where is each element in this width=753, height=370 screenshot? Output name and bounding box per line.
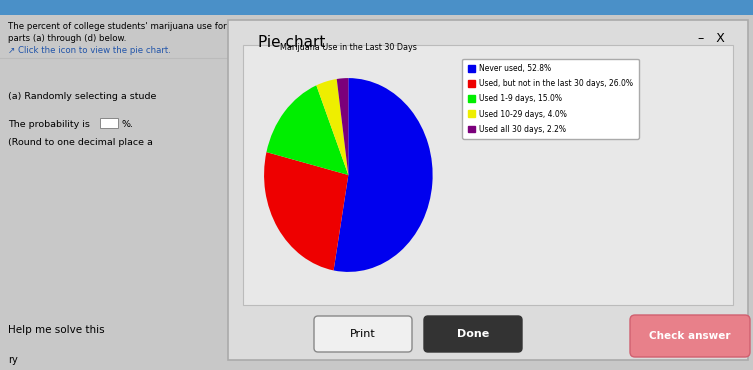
Text: ↗: ↗	[704, 173, 716, 187]
Text: ↗ Click the icon to view the pie chart.: ↗ Click the icon to view the pie chart.	[8, 46, 171, 55]
Wedge shape	[316, 79, 349, 175]
FancyBboxPatch shape	[228, 20, 748, 360]
Bar	[100, 118, 118, 128]
Bar	[0, 0, 753, 15]
Wedge shape	[334, 78, 433, 272]
FancyBboxPatch shape	[630, 315, 750, 357]
Bar	[243, 45, 733, 305]
FancyBboxPatch shape	[314, 316, 412, 352]
Text: (Round to one decimal place a: (Round to one decimal place a	[8, 138, 153, 147]
Text: %.: %.	[122, 120, 134, 129]
Text: –   X: – X	[698, 32, 725, 45]
Wedge shape	[264, 152, 349, 270]
Wedge shape	[337, 78, 349, 175]
Text: Help me solve this: Help me solve this	[8, 325, 105, 335]
Text: Done: Done	[457, 329, 489, 339]
Wedge shape	[267, 85, 349, 175]
Text: parts (a) through (d) below.: parts (a) through (d) below.	[8, 34, 127, 43]
Text: ry: ry	[8, 355, 18, 365]
Text: Pie chart: Pie chart	[258, 35, 325, 50]
Text: The percent of college students' marijuana use for a sample of 95,112 students i: The percent of college students' marijua…	[8, 22, 715, 31]
FancyBboxPatch shape	[424, 316, 522, 352]
Title: Marijuana Use in the Last 30 Days: Marijuana Use in the Last 30 Days	[280, 43, 417, 52]
Text: (a) Randomly selecting a stude: (a) Randomly selecting a stude	[8, 92, 157, 101]
Text: Print: Print	[350, 329, 376, 339]
Text: Check answer: Check answer	[649, 331, 730, 341]
Legend: Never used, 52.8%, Used, but not in the last 30 days, 26.0%, Used 1-9 days, 15.0: Never used, 52.8%, Used, but not in the …	[462, 59, 639, 139]
Text: The probability is: The probability is	[8, 120, 90, 129]
